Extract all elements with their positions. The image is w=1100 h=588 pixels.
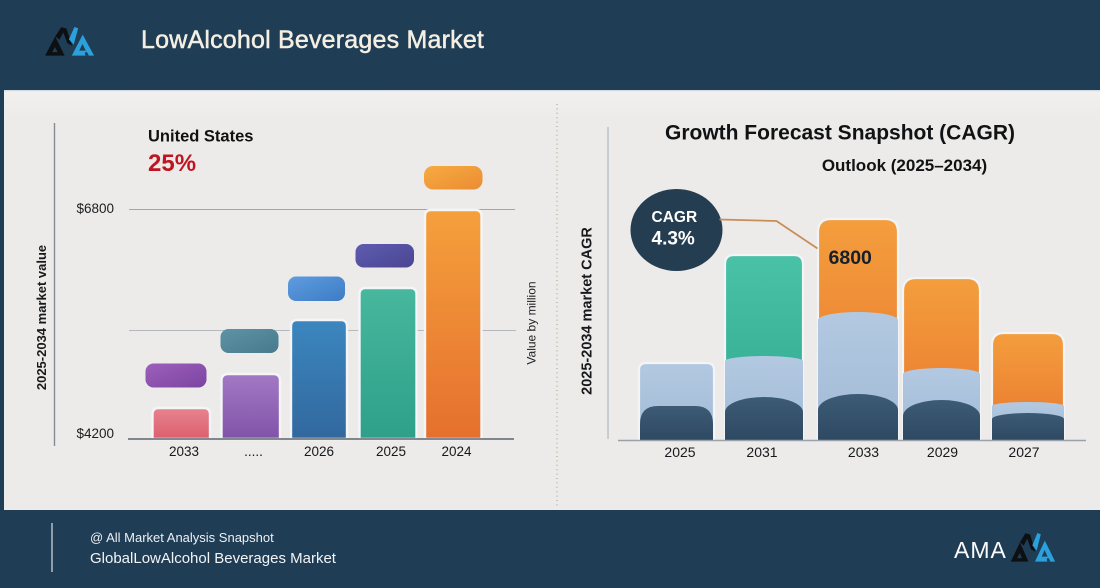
svg-text:2025-2034 market value: 2025-2034 market value: [34, 245, 49, 390]
svg-text:2027: 2027: [1008, 444, 1039, 460]
svg-text:2033: 2033: [848, 444, 879, 460]
svg-text:4.3%: 4.3%: [652, 229, 695, 250]
svg-text:United States: United States: [148, 128, 253, 146]
svg-text:2025: 2025: [664, 444, 695, 460]
svg-text:$6800: $6800: [76, 201, 114, 216]
svg-text:Value by million: Value by million: [525, 281, 539, 364]
svg-text:6800: 6800: [829, 247, 873, 269]
svg-text:2025-2034 market CAGR: 2025-2034 market CAGR: [580, 227, 596, 395]
svg-text:25%: 25%: [148, 150, 196, 177]
svg-text:CAGR: CAGR: [652, 209, 698, 226]
svg-text:.....: .....: [244, 444, 263, 459]
svg-text:2031: 2031: [746, 444, 777, 460]
svg-text:2024: 2024: [441, 444, 472, 459]
svg-text:2029: 2029: [927, 444, 958, 460]
svg-text:2026: 2026: [304, 444, 334, 459]
svg-text:Growth Forecast Snapshot (CAGR: Growth Forecast Snapshot (CAGR): [665, 122, 1015, 145]
svg-text:2033: 2033: [169, 444, 199, 459]
svg-text:2025: 2025: [376, 444, 406, 459]
svg-text:Outlook (2025–2034): Outlook (2025–2034): [822, 156, 987, 175]
svg-text:$4200: $4200: [76, 426, 114, 441]
